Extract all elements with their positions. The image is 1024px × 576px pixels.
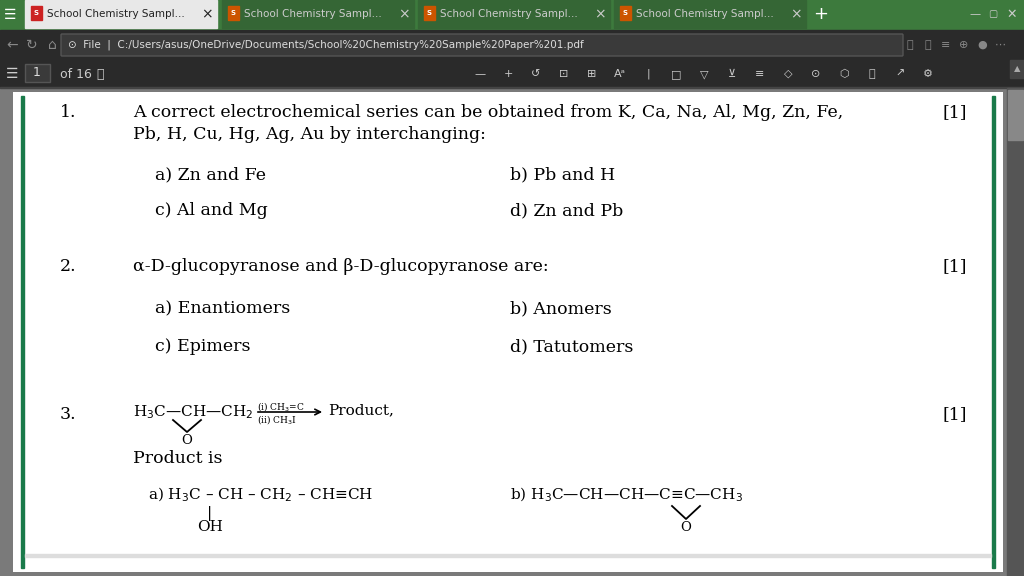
Text: ×: × [201, 7, 213, 21]
Text: ⊞: ⊞ [588, 69, 597, 79]
Bar [620, 6, 631, 20]
Text: —: — [474, 69, 485, 79]
Text: School Chemistry Sampl...: School Chemistry Sampl... [47, 9, 184, 19]
Text: 🔍: 🔍 [906, 40, 913, 50]
Text: ⊡: ⊡ [559, 69, 568, 79]
Bar [992, 96, 995, 568]
Text: ⚙: ⚙ [923, 69, 933, 79]
Bar [222, 0, 414, 28]
Bar [0, 87, 1024, 88]
Text: 1: 1 [33, 66, 41, 79]
Text: Product is: Product is [133, 450, 222, 467]
Text: ⊕: ⊕ [959, 40, 969, 50]
Text: ⌂: ⌂ [48, 38, 56, 52]
Text: 3.: 3. [60, 406, 77, 423]
Text: ⬜: ⬜ [868, 69, 876, 79]
Text: (i) CH$_3$=C: (i) CH$_3$=C [257, 400, 305, 413]
Text: c) Epimers: c) Epimers [155, 338, 251, 355]
Text: a) Zn and Fe: a) Zn and Fe [155, 166, 266, 183]
Text: O: O [181, 434, 193, 447]
Text: S: S [230, 10, 236, 16]
Text: S: S [427, 10, 431, 16]
Text: d) Zn and Pb: d) Zn and Pb [510, 202, 624, 219]
Bar [1008, 90, 1023, 140]
Bar [1010, 60, 1024, 78]
Bar [31, 6, 42, 20]
Bar [25, 64, 50, 82]
Text: ☰: ☰ [4, 8, 16, 22]
Text: ⭐: ⭐ [925, 40, 931, 50]
Text: [1]: [1] [942, 104, 967, 121]
Text: ↗: ↗ [895, 69, 904, 79]
Text: ⊻: ⊻ [728, 69, 736, 79]
Text: ▲: ▲ [1014, 65, 1020, 74]
Text: Aᵃ: Aᵃ [614, 69, 626, 79]
Bar [22, 96, 24, 568]
Text: ▽: ▽ [699, 69, 709, 79]
Text: ⊙  File  |  C:/Users/asus/OneDrive/Documents/School%20Chemistry%20Sample%20Paper: ⊙ File | C:/Users/asus/OneDrive/Document… [68, 40, 584, 50]
Text: ⊙: ⊙ [811, 69, 820, 79]
Text: ⋯: ⋯ [994, 40, 1006, 50]
Bar [0, 0, 1024, 30]
Text: ≡: ≡ [941, 40, 950, 50]
Text: ⬡: ⬡ [839, 69, 849, 79]
Text: S: S [623, 10, 628, 16]
Text: [1]: [1] [942, 406, 967, 423]
Bar [0, 60, 1024, 88]
Text: H$_3$C—CH—CH$_2$: H$_3$C—CH—CH$_2$ [133, 403, 254, 420]
Text: Product,: Product, [328, 403, 394, 417]
Text: —: — [970, 9, 981, 19]
Text: A correct electrochemical series can be obtained from K, Ca, Na, Al, Mg, Zn, Fe,: A correct electrochemical series can be … [133, 104, 843, 121]
FancyBboxPatch shape [61, 34, 903, 56]
Text: ←: ← [6, 38, 17, 52]
Text: 🔍: 🔍 [96, 67, 103, 81]
Text: ↺: ↺ [531, 69, 541, 79]
Text: O: O [681, 521, 691, 534]
Text: ●: ● [977, 40, 987, 50]
Text: of 16: of 16 [60, 67, 92, 81]
Text: b) Anomers: b) Anomers [510, 300, 611, 317]
Bar [0, 88, 1024, 576]
Text: □: □ [671, 69, 681, 79]
Bar [25, 554, 991, 557]
Text: S: S [34, 10, 39, 16]
Bar [1007, 88, 1024, 576]
Text: c) Al and Mg: c) Al and Mg [155, 202, 267, 219]
Text: ×: × [594, 7, 606, 21]
Text: 1.: 1. [60, 104, 77, 121]
Bar [0, 30, 1024, 60]
Text: ×: × [791, 7, 802, 21]
Text: |: | [208, 506, 213, 521]
Text: b) Pb and H: b) Pb and H [510, 166, 615, 183]
Bar [614, 0, 806, 28]
Text: ▢: ▢ [988, 9, 997, 19]
Text: ◇: ◇ [783, 69, 793, 79]
Text: |: | [646, 69, 650, 79]
Bar [424, 6, 435, 20]
Text: ☰: ☰ [6, 67, 18, 81]
Text: (ii) CH$_3$I: (ii) CH$_3$I [257, 413, 297, 426]
Text: +: + [504, 69, 513, 79]
Text: [1]: [1] [942, 258, 967, 275]
Text: a) H$_3$C – CH – CH$_2$ – CH≡CH: a) H$_3$C – CH – CH$_2$ – CH≡CH [148, 486, 374, 505]
Bar [13, 92, 1002, 572]
Text: 2.: 2. [60, 258, 77, 275]
Text: b) H$_3$C—CH—CH—C≡C—CH$_3$: b) H$_3$C—CH—CH—C≡C—CH$_3$ [510, 486, 743, 505]
Text: +: + [813, 5, 828, 23]
Text: α-D-glucopyranose and β-D-glucopyranose are:: α-D-glucopyranose and β-D-glucopyranose … [133, 258, 549, 275]
Text: OH: OH [197, 520, 223, 534]
Text: ≡: ≡ [756, 69, 765, 79]
Text: a) Enantiomers: a) Enantiomers [155, 300, 290, 317]
Text: ×: × [398, 7, 410, 21]
Text: School Chemistry Sampl...: School Chemistry Sampl... [440, 9, 578, 19]
Text: ↻: ↻ [27, 38, 38, 52]
Text: Pb, H, Cu, Hg, Ag, Au by interchanging:: Pb, H, Cu, Hg, Ag, Au by interchanging: [133, 126, 485, 143]
Bar [418, 0, 610, 28]
Bar [25, 0, 217, 28]
Text: School Chemistry Sampl...: School Chemistry Sampl... [244, 9, 382, 19]
Text: ✕: ✕ [1007, 7, 1017, 21]
Text: d) Tatutomers: d) Tatutomers [510, 338, 634, 355]
Bar [228, 6, 239, 20]
Text: School Chemistry Sampl...: School Chemistry Sampl... [636, 9, 774, 19]
